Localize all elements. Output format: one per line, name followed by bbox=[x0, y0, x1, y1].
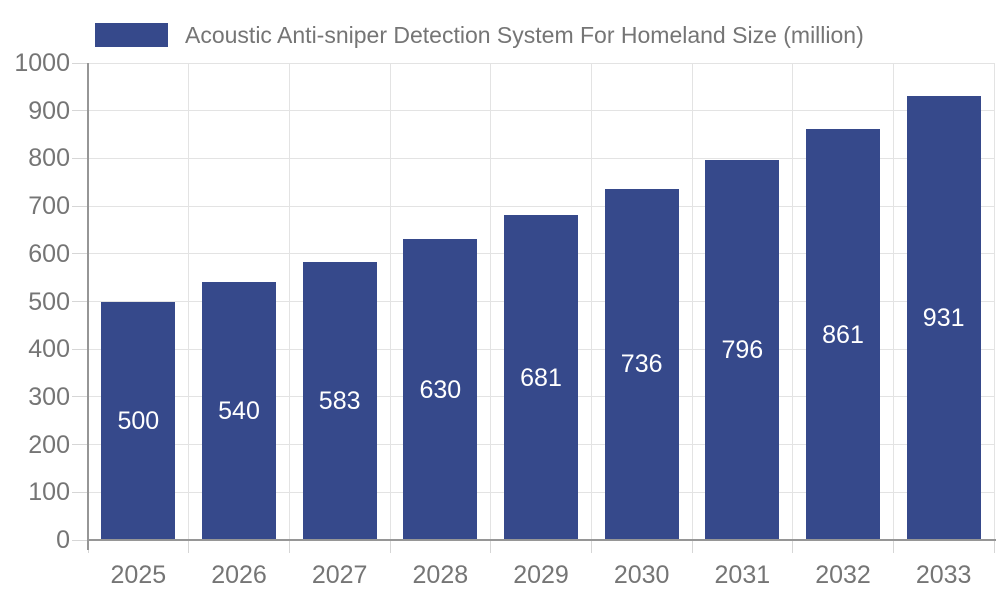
x-gridline bbox=[490, 63, 492, 540]
bar-2030[interactable] bbox=[604, 188, 679, 540]
x-gridline bbox=[792, 63, 794, 540]
y-tick-label: 900 bbox=[28, 96, 70, 125]
bar-value-label: 681 bbox=[520, 363, 562, 392]
bar-2027[interactable] bbox=[302, 261, 377, 540]
bar-value-label: 540 bbox=[218, 397, 260, 426]
x-tick bbox=[691, 541, 693, 553]
x-gridline bbox=[993, 63, 995, 540]
y-axis-line bbox=[87, 63, 89, 550]
x-tick bbox=[590, 541, 592, 553]
x-gridline bbox=[892, 63, 894, 540]
y-tick-label: 400 bbox=[28, 335, 70, 364]
y-gridline bbox=[88, 110, 994, 112]
x-gridline bbox=[590, 63, 592, 540]
bar-value-label: 931 bbox=[922, 303, 965, 332]
y-tick bbox=[72, 539, 88, 541]
x-tick bbox=[490, 541, 492, 553]
y-tick bbox=[72, 396, 88, 398]
bar-value-label: 500 bbox=[117, 406, 160, 435]
legend-label: Acoustic Anti-sniper Detection System Fo… bbox=[185, 22, 864, 48]
y-tick-label: 800 bbox=[28, 144, 70, 173]
y-tick bbox=[72, 491, 88, 493]
bar-2032[interactable] bbox=[806, 129, 880, 540]
x-tick bbox=[288, 541, 290, 553]
y-tick-label: 700 bbox=[28, 192, 70, 221]
bar-value-label: 583 bbox=[318, 386, 361, 415]
y-gridline bbox=[88, 205, 994, 207]
y-tick-label: 100 bbox=[28, 478, 70, 507]
y-tick bbox=[72, 205, 88, 207]
y-tick bbox=[72, 157, 88, 159]
x-tick-label: 2029 bbox=[513, 561, 569, 589]
x-tick-label: 2033 bbox=[915, 561, 972, 589]
x-tick bbox=[389, 541, 391, 553]
y-tick bbox=[72, 62, 88, 64]
bar-2033[interactable] bbox=[906, 95, 981, 540]
bar-value-label: 796 bbox=[721, 336, 764, 365]
y-tick-label: 300 bbox=[28, 382, 70, 411]
bar-2026[interactable] bbox=[202, 282, 276, 540]
y-tick-label: 500 bbox=[28, 287, 70, 316]
y-tick-label: 1000 bbox=[14, 49, 70, 77]
x-tick-label: 2031 bbox=[714, 561, 771, 589]
y-tick-label: 0 bbox=[56, 526, 70, 554]
x-tick bbox=[892, 541, 894, 553]
bar-2028[interactable] bbox=[403, 239, 478, 540]
bar-value-label: 736 bbox=[620, 350, 663, 379]
bar-2031[interactable] bbox=[705, 160, 780, 540]
x-tick-label: 2025 bbox=[110, 561, 167, 589]
y-tick bbox=[72, 110, 88, 112]
x-gridline bbox=[691, 63, 693, 540]
x-tick bbox=[188, 541, 190, 553]
y-tick bbox=[72, 253, 88, 255]
x-tick bbox=[792, 541, 794, 553]
y-tick bbox=[72, 444, 88, 446]
plot-area: 500 540 583 630 681 736 796 861 931 bbox=[88, 62, 995, 540]
x-tick-label: 2026 bbox=[211, 561, 267, 589]
legend-swatch[interactable] bbox=[95, 23, 168, 47]
x-tick-label: 2030 bbox=[613, 561, 670, 589]
y-tick bbox=[72, 348, 88, 350]
x-gridline bbox=[389, 63, 391, 540]
bar-2025[interactable] bbox=[101, 301, 176, 540]
x-tick-label: 2032 bbox=[815, 561, 871, 589]
y-tick-label: 200 bbox=[28, 430, 70, 459]
legend[interactable]: Acoustic Anti-sniper Detection System Fo… bbox=[95, 23, 864, 47]
bar-value-label: 630 bbox=[419, 375, 462, 404]
y-tick-label: 600 bbox=[28, 239, 70, 268]
x-tick-label: 2028 bbox=[412, 561, 469, 589]
y-gridline bbox=[88, 62, 994, 64]
x-axis-line bbox=[87, 539, 996, 541]
y-gridline bbox=[88, 157, 994, 159]
bar-2029[interactable] bbox=[504, 215, 578, 540]
x-gridline bbox=[188, 63, 190, 540]
x-tick-label: 2027 bbox=[311, 561, 368, 589]
bar-value-label: 861 bbox=[822, 320, 864, 349]
x-tick bbox=[993, 541, 995, 553]
x-gridline bbox=[288, 63, 290, 540]
y-tick bbox=[72, 301, 88, 302]
